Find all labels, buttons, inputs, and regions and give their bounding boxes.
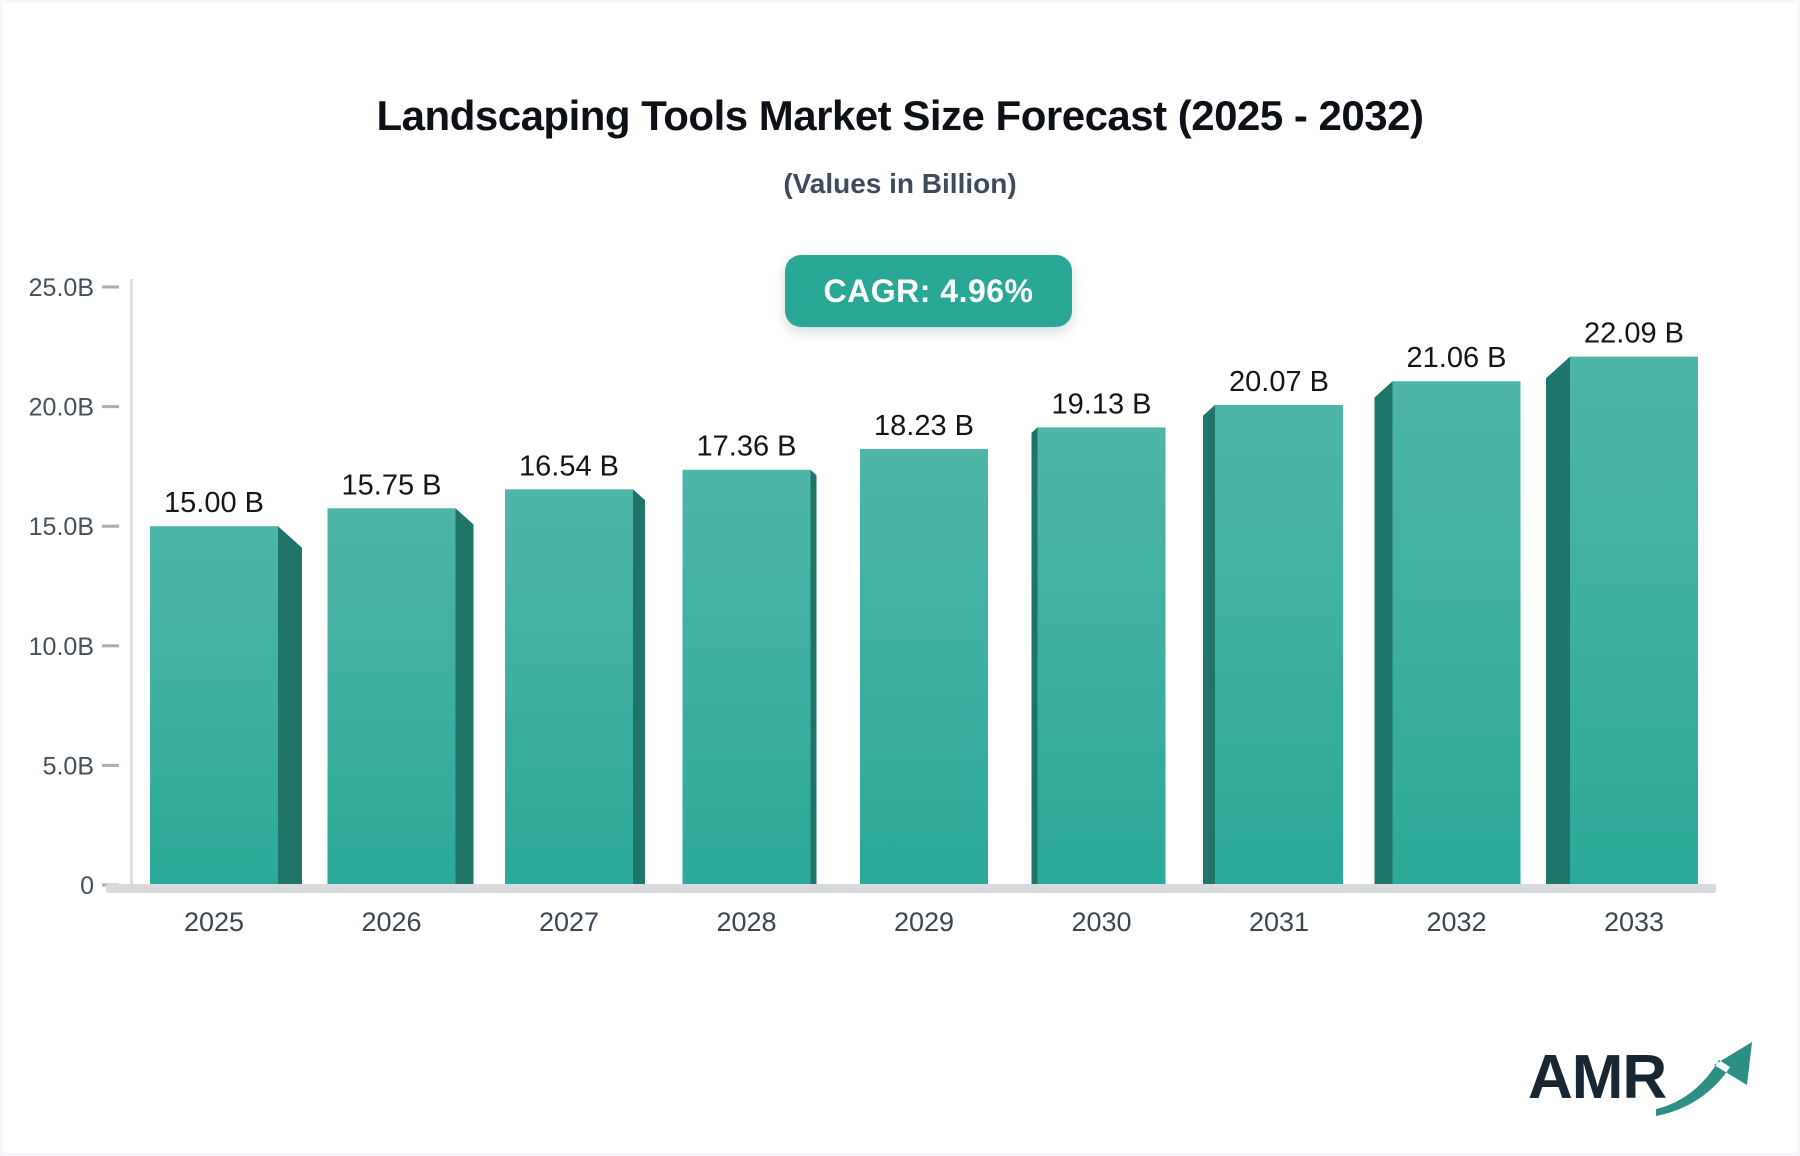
bar-value-label-2028: 17.36 B <box>697 431 797 463</box>
x-axis-label-2028: 2028 <box>716 907 776 937</box>
bar-side-facet-2027 <box>633 489 645 885</box>
bar-side-facet-2030 <box>1031 427 1038 885</box>
bar-side-facet-2032 <box>1374 381 1393 885</box>
bar-value-label-2025: 15.00 B <box>164 487 264 519</box>
cagr-badge-label: CAGR: 4.96% <box>823 272 1034 309</box>
y-tick-label: 25.0B <box>29 274 94 302</box>
bar-chart: 0 5.0B 10.0B 15.0B 20.0B 25.0B 15.00 B 2025 15.7… <box>29 274 1716 937</box>
bar-side-facet-2026 <box>455 508 474 885</box>
x-axis-baseline <box>106 884 1716 893</box>
bar-value-label-2030: 19.13 B <box>1052 388 1152 420</box>
chart-title: Landscaping Tools Market Size Forecast (… <box>376 92 1424 139</box>
bar-side-facet-2031 <box>1203 404 1215 885</box>
y-tick-label: 15.0B <box>29 513 94 541</box>
y-tick-label: 20.0B <box>29 394 94 422</box>
bar-value-label-2029: 18.23 B <box>874 410 974 442</box>
amr-logo-text: AMR <box>1528 1042 1667 1112</box>
bar-value-label-2026: 15.75 B <box>342 469 442 501</box>
x-axis-label-2032: 2032 <box>1426 907 1486 937</box>
trend-up-arrow-icon <box>1656 1042 1753 1116</box>
bar-2026 <box>327 508 456 885</box>
bar-value-label-2027: 16.54 B <box>519 450 619 482</box>
bar-2029 <box>860 448 988 885</box>
bar-2027 <box>505 489 633 885</box>
x-axis-label-2033: 2033 <box>1604 907 1664 937</box>
bar-side-facet-2033 <box>1546 356 1570 885</box>
x-axis-label-2025: 2025 <box>184 907 244 937</box>
y-tick-label: 10.0B <box>29 633 94 661</box>
bar-2033 <box>1570 356 1698 885</box>
x-axis-label-2029: 2029 <box>894 907 954 937</box>
chart-subtitle: (Values in Billion) <box>783 168 1017 199</box>
y-tick-label: 5.0B <box>43 752 94 780</box>
y-tick-label: 0 <box>80 872 94 900</box>
bar-value-label-2032: 21.06 B <box>1407 342 1507 374</box>
bar-side-facet-2025 <box>278 526 302 885</box>
bar-2030 <box>1037 427 1166 885</box>
y-tick-dash <box>102 524 119 528</box>
y-axis-line <box>130 279 133 885</box>
x-axis-label-2030: 2030 <box>1071 907 1131 937</box>
bar-value-label-2031: 20.07 B <box>1229 366 1329 398</box>
y-tick-dash <box>102 644 119 648</box>
x-axis-label-2027: 2027 <box>539 907 599 937</box>
y-tick-dash <box>102 285 119 289</box>
bar-2031 <box>1215 404 1343 885</box>
bar-2032 <box>1392 381 1521 885</box>
y-tick-dash <box>102 763 119 767</box>
bar-side-facet-2028 <box>810 469 817 885</box>
x-axis-label-2031: 2031 <box>1249 907 1309 937</box>
amr-logo: AMR <box>1528 1030 1758 1124</box>
x-axis-label-2026: 2026 <box>361 907 421 937</box>
cagr-badge: CAGR: 4.96% <box>785 255 1072 327</box>
bar-value-label-2033: 22.09 B <box>1584 318 1684 350</box>
y-tick-dash <box>102 405 119 409</box>
bar-2025 <box>150 526 278 885</box>
bar-2028 <box>682 469 811 885</box>
